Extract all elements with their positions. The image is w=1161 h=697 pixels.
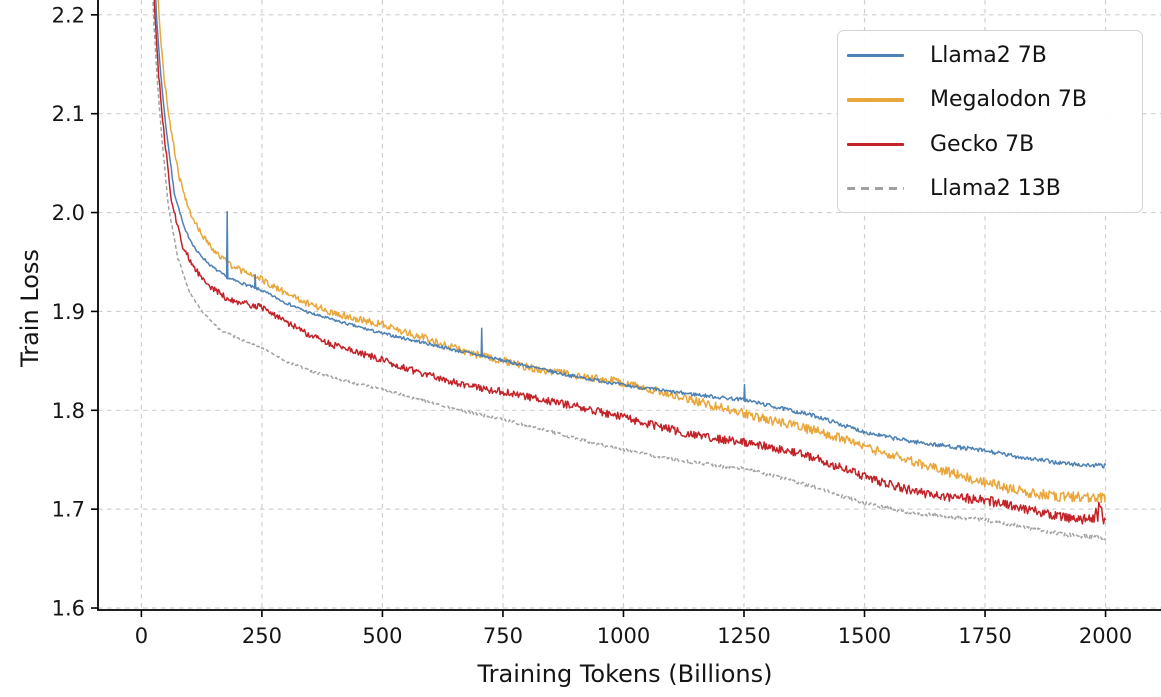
svg-text:0: 0 [135, 624, 148, 648]
svg-text:1.6: 1.6 [52, 597, 85, 621]
legend-row-llama2-13b: Llama2 13B [838, 167, 1142, 212]
svg-text:2.2: 2.2 [52, 3, 85, 27]
legend-row-llama2-7b: Llama2 7B [838, 33, 1142, 78]
svg-text:1250: 1250 [717, 624, 770, 648]
legend-row-gecko-7b: Gecko 7B [838, 122, 1142, 167]
legend-line-sample-llama2-13b-icon [847, 187, 904, 191]
legend-line-sample-gecko-7b-icon [847, 142, 904, 146]
legend-label-gecko-7b: Gecko 7B [930, 131, 1035, 157]
svg-text:750: 750 [483, 624, 523, 648]
svg-text:2.0: 2.0 [52, 201, 85, 225]
legend-line-sample-llama2-7b-icon [847, 53, 904, 57]
x-axis-label: Training Tokens (Billions) [477, 660, 773, 688]
svg-text:1500: 1500 [838, 624, 891, 648]
legend: Llama2 7B Megalodon 7B Gecko 7B Llama2 1… [837, 30, 1143, 213]
svg-text:1750: 1750 [958, 624, 1011, 648]
legend-label-llama2-13b: Llama2 13B [930, 176, 1061, 202]
svg-text:500: 500 [362, 624, 402, 648]
svg-text:1.7: 1.7 [52, 498, 85, 522]
legend-label-megalodon-7b: Megalodon 7B [930, 87, 1087, 113]
legend-label-llama2-7b: Llama2 7B [930, 42, 1047, 68]
legend-line-sample-megalodon-7b-icon [847, 98, 904, 102]
svg-text:2000: 2000 [1079, 624, 1132, 648]
legend-row-megalodon-7b: Megalodon 7B [838, 78, 1142, 123]
svg-text:1000: 1000 [597, 624, 650, 648]
svg-text:250: 250 [242, 624, 282, 648]
svg-text:1.9: 1.9 [52, 300, 85, 324]
svg-text:2.1: 2.1 [52, 102, 85, 126]
svg-text:1.8: 1.8 [52, 399, 85, 423]
y-axis-label: Train Loss [15, 249, 44, 367]
